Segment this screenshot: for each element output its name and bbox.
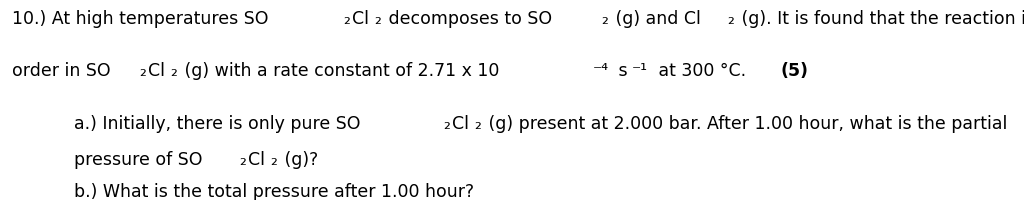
Text: at 300 °C.: at 300 °C.: [653, 62, 752, 80]
Text: ⁻⁴: ⁻⁴: [593, 62, 608, 80]
Text: ₂: ₂: [343, 10, 350, 28]
Text: ₂: ₂: [270, 150, 278, 168]
Text: ₂: ₂: [240, 150, 247, 168]
Text: Cl: Cl: [453, 114, 469, 132]
Text: (g) and Cl: (g) and Cl: [610, 10, 700, 28]
Text: (g)?: (g)?: [280, 150, 318, 168]
Text: (5): (5): [780, 62, 808, 80]
Text: pressure of SO: pressure of SO: [74, 150, 202, 168]
Text: ₂: ₂: [727, 10, 734, 28]
Text: (g) present at 2.000 bar. After 1.00 hour, what is the partial: (g) present at 2.000 bar. After 1.00 hou…: [483, 114, 1008, 132]
Text: ₂: ₂: [170, 62, 177, 80]
Text: Cl: Cl: [352, 10, 369, 28]
Text: ₂: ₂: [474, 114, 481, 132]
Text: (g) with a rate constant of 2.71 x 10: (g) with a rate constant of 2.71 x 10: [179, 62, 500, 80]
Text: 10.) At high temperatures SO: 10.) At high temperatures SO: [12, 10, 268, 28]
Text: decomposes to SO: decomposes to SO: [383, 10, 552, 28]
Text: ₂: ₂: [374, 10, 381, 28]
Text: ⁻¹: ⁻¹: [632, 62, 648, 80]
Text: (g). It is found that the reaction is first-: (g). It is found that the reaction is fi…: [736, 10, 1024, 28]
Text: ₂: ₂: [139, 62, 146, 80]
Text: ₂: ₂: [443, 114, 451, 132]
Text: order in SO: order in SO: [12, 62, 111, 80]
Text: s: s: [613, 62, 628, 80]
Text: ₂: ₂: [601, 10, 608, 28]
Text: b.) What is the total pressure after 1.00 hour?: b.) What is the total pressure after 1.0…: [74, 182, 474, 200]
Text: Cl: Cl: [249, 150, 265, 168]
Text: a.) Initially, there is only pure SO: a.) Initially, there is only pure SO: [74, 114, 360, 132]
Text: Cl: Cl: [148, 62, 166, 80]
